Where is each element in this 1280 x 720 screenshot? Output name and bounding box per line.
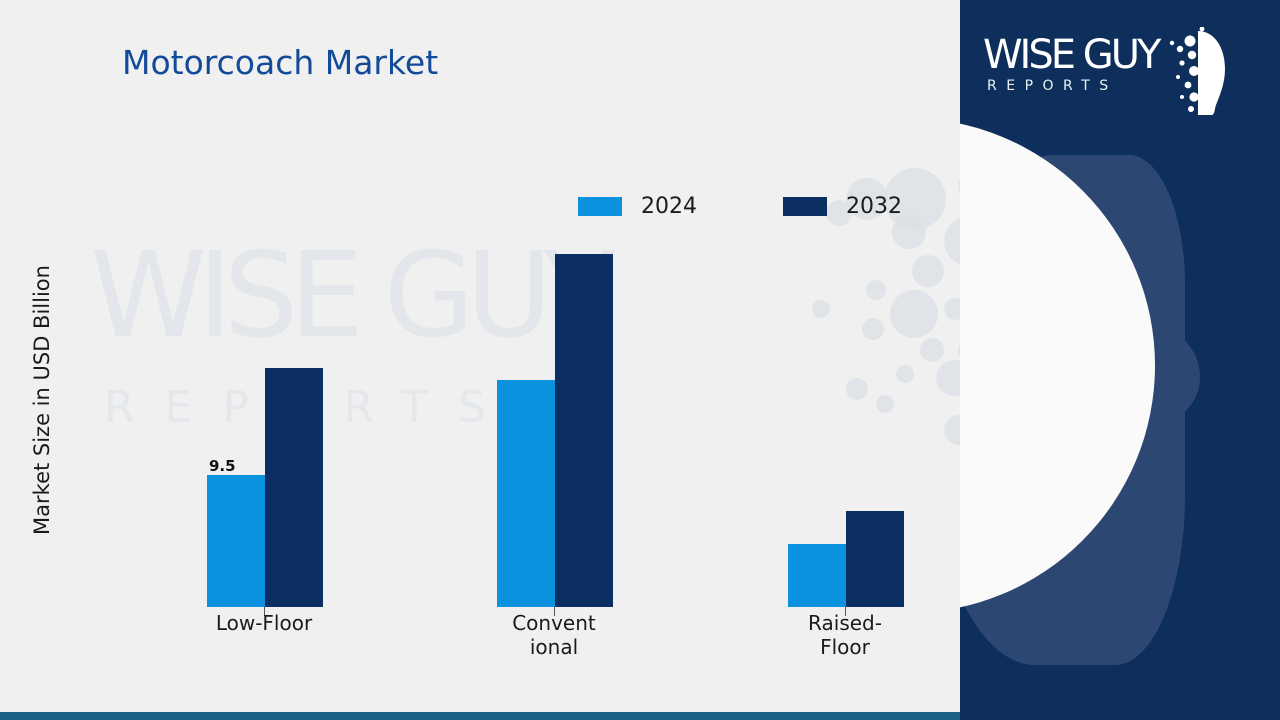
brand-panel: [960, 0, 1280, 720]
x-axis-label-raised-floor: Raised- Floor: [755, 611, 935, 659]
bar-chart: Market Size in USD Billion 2024 2032 9.5…: [30, 194, 935, 659]
x-tick-conventional: [554, 607, 555, 616]
bar-2032-low-floor[interactable]: [265, 368, 323, 607]
logo-head-icon: [1169, 27, 1225, 115]
x-axis-label-low-floor-line-1: Low-Floor: [215, 611, 313, 635]
wiseguy-logo: WISE GUY REPORTS: [983, 27, 1225, 115]
x-axis-label-raised-floor-line-2: Floor: [820, 634, 870, 659]
legend-swatch-2032: [783, 197, 827, 216]
plot-area: 9.5 Low-Floor Convent ional Raised- Floo…: [174, 254, 935, 659]
bottom-accent-strip: [0, 712, 960, 720]
x-axis-label-conventional: Convent ional: [464, 611, 644, 659]
bar-2032-raised-floor[interactable]: [846, 511, 904, 607]
x-axis-label-conventional-line-1: Convent: [512, 611, 596, 635]
page-title: Motorcoach Market: [122, 43, 439, 82]
bar-2024-raised-floor[interactable]: [788, 544, 846, 607]
x-tick-raised-floor: [845, 607, 846, 616]
x-axis-label-low-floor: Low-Floor: [174, 611, 354, 636]
bar-2024-low-floor[interactable]: [207, 475, 265, 607]
x-axis-label-conventional-line-2: ional: [529, 634, 579, 659]
x-tick-low-floor: [264, 607, 265, 616]
bar-2032-conventional[interactable]: [555, 254, 613, 607]
legend-item-2024[interactable]: 2024: [578, 194, 697, 219]
logo-secondary-text: REPORTS: [987, 78, 1118, 94]
logo-primary-text: WISE GUY: [983, 32, 1161, 78]
bar-2024-conventional[interactable]: [497, 380, 555, 607]
x-axis-label-raised-floor-line-1: Raised-: [808, 611, 882, 635]
bar-value-label-2024-low-floor: 9.5: [209, 457, 236, 475]
legend-swatch-2024: [578, 197, 622, 216]
legend-label-2024: 2024: [641, 194, 697, 219]
